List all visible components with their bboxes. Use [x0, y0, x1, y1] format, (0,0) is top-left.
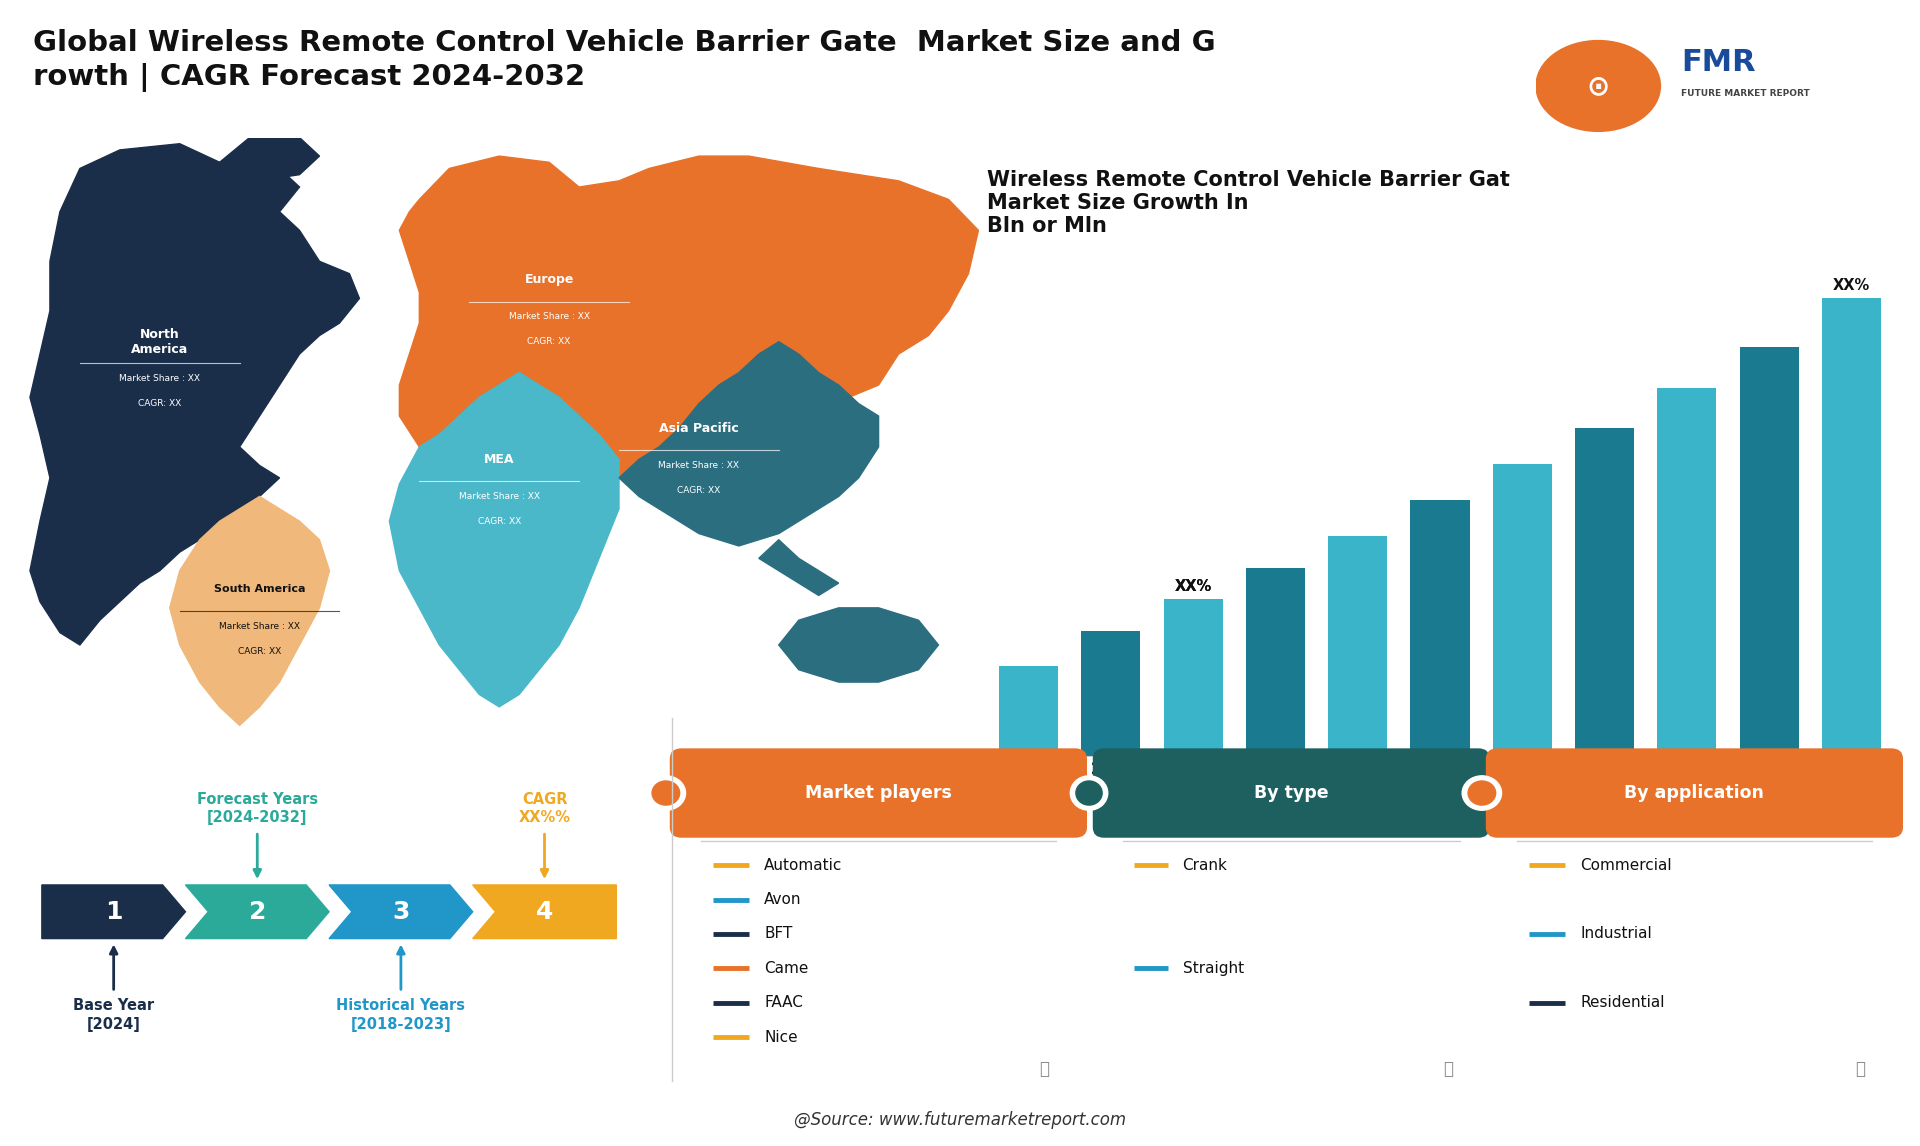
Text: FAAC: FAAC: [764, 995, 803, 1011]
Text: CAGR: XX: CAGR: XX: [238, 646, 280, 656]
Text: ⌒: ⌒: [1855, 1060, 1864, 1078]
FancyBboxPatch shape: [1490, 827, 1899, 1096]
Bar: [1822, 298, 1882, 756]
Text: Market Share : XX: Market Share : XX: [219, 622, 300, 631]
Text: 2: 2: [248, 900, 267, 924]
Text: Market Share : XX: Market Share : XX: [659, 461, 739, 470]
Polygon shape: [419, 372, 580, 521]
Text: 3: 3: [392, 900, 409, 924]
Text: MEA: MEA: [484, 453, 515, 465]
Text: 4: 4: [536, 900, 553, 924]
Text: CAGR: XX: CAGR: XX: [678, 486, 720, 495]
Text: Market Share : XX: Market Share : XX: [119, 375, 200, 384]
Circle shape: [1075, 782, 1102, 806]
Text: Market Share : XX: Market Share : XX: [509, 313, 589, 322]
FancyBboxPatch shape: [1486, 748, 1903, 838]
Text: Crank: Crank: [1183, 857, 1227, 873]
Text: 1: 1: [106, 900, 123, 924]
Bar: [1329, 536, 1388, 756]
Text: Europe: Europe: [524, 274, 574, 286]
Polygon shape: [399, 156, 979, 521]
Polygon shape: [328, 885, 472, 939]
Polygon shape: [472, 885, 616, 939]
Text: XX%: XX%: [1834, 277, 1870, 292]
Text: ⊙: ⊙: [1586, 72, 1609, 100]
Text: Avon: Avon: [764, 892, 803, 908]
Text: Straight: Straight: [1183, 960, 1244, 976]
Text: Base Year
[2024]: Base Year [2024]: [73, 998, 154, 1031]
Text: Residential: Residential: [1580, 995, 1665, 1011]
Circle shape: [1536, 40, 1661, 132]
Text: Nice: Nice: [764, 1029, 799, 1045]
Text: XX%: XX%: [1175, 579, 1212, 594]
Polygon shape: [758, 540, 839, 596]
Text: BFT: BFT: [764, 926, 793, 942]
Polygon shape: [390, 372, 618, 707]
Bar: [1246, 567, 1306, 756]
Bar: [1657, 387, 1716, 756]
Text: Historical Years
[2018-2023]: Historical Years [2018-2023]: [336, 998, 465, 1031]
Polygon shape: [219, 138, 319, 181]
Text: Came: Came: [764, 960, 808, 976]
Bar: [1411, 500, 1469, 756]
Text: ⌒: ⌒: [1444, 1060, 1453, 1078]
Circle shape: [1069, 776, 1108, 810]
Text: Commercial: Commercial: [1580, 857, 1672, 873]
Polygon shape: [42, 885, 186, 939]
Circle shape: [647, 776, 685, 810]
Text: CAGR: XX: CAGR: XX: [138, 399, 180, 408]
Polygon shape: [618, 342, 879, 545]
Text: CAGR
XX%%: CAGR XX%%: [518, 792, 570, 825]
Text: FUTURE MARKET REPORT: FUTURE MARKET REPORT: [1682, 89, 1811, 99]
Polygon shape: [186, 885, 328, 939]
Polygon shape: [31, 143, 359, 645]
FancyBboxPatch shape: [670, 748, 1087, 838]
Text: By application: By application: [1624, 784, 1764, 802]
Polygon shape: [140, 187, 200, 225]
Circle shape: [1463, 776, 1501, 810]
Bar: [1081, 630, 1140, 756]
FancyBboxPatch shape: [674, 827, 1083, 1096]
Text: Market players: Market players: [804, 784, 952, 802]
Text: XX%: XX%: [1175, 579, 1212, 594]
Polygon shape: [780, 607, 939, 682]
Text: Global Wireless Remote Control Vehicle Barrier Gate  Market Size and G
rowth | C: Global Wireless Remote Control Vehicle B…: [33, 29, 1215, 92]
Text: FMR: FMR: [1682, 48, 1755, 77]
Text: By type: By type: [1254, 784, 1329, 802]
Bar: [1740, 347, 1799, 756]
Circle shape: [1469, 782, 1496, 806]
Text: CAGR: XX: CAGR: XX: [528, 337, 570, 346]
Bar: [1574, 429, 1634, 756]
Text: ⌒: ⌒: [1039, 1060, 1048, 1078]
Bar: [998, 667, 1058, 756]
Text: CAGR: XX: CAGR: XX: [478, 517, 520, 526]
Text: Industrial: Industrial: [1580, 926, 1651, 942]
Text: Forecast Years
[2024-2032]: Forecast Years [2024-2032]: [196, 792, 319, 825]
Text: Automatic: Automatic: [764, 857, 843, 873]
Text: Wireless Remote Control Vehicle Barrier Gat
Market Size Growth In
Bln or Mln: Wireless Remote Control Vehicle Barrier …: [987, 170, 1511, 236]
Text: South America: South America: [213, 584, 305, 595]
FancyBboxPatch shape: [1092, 748, 1490, 838]
Text: @Source: www.futuremarketreport.com: @Source: www.futuremarketreport.com: [795, 1110, 1125, 1129]
Circle shape: [653, 782, 680, 806]
Bar: [1492, 464, 1551, 756]
Text: Asia Pacific: Asia Pacific: [659, 422, 739, 434]
Text: North
America: North America: [131, 328, 188, 355]
Bar: [1164, 599, 1223, 756]
Text: Market Share : XX: Market Share : XX: [459, 492, 540, 501]
Polygon shape: [169, 496, 330, 725]
FancyBboxPatch shape: [1096, 827, 1486, 1096]
